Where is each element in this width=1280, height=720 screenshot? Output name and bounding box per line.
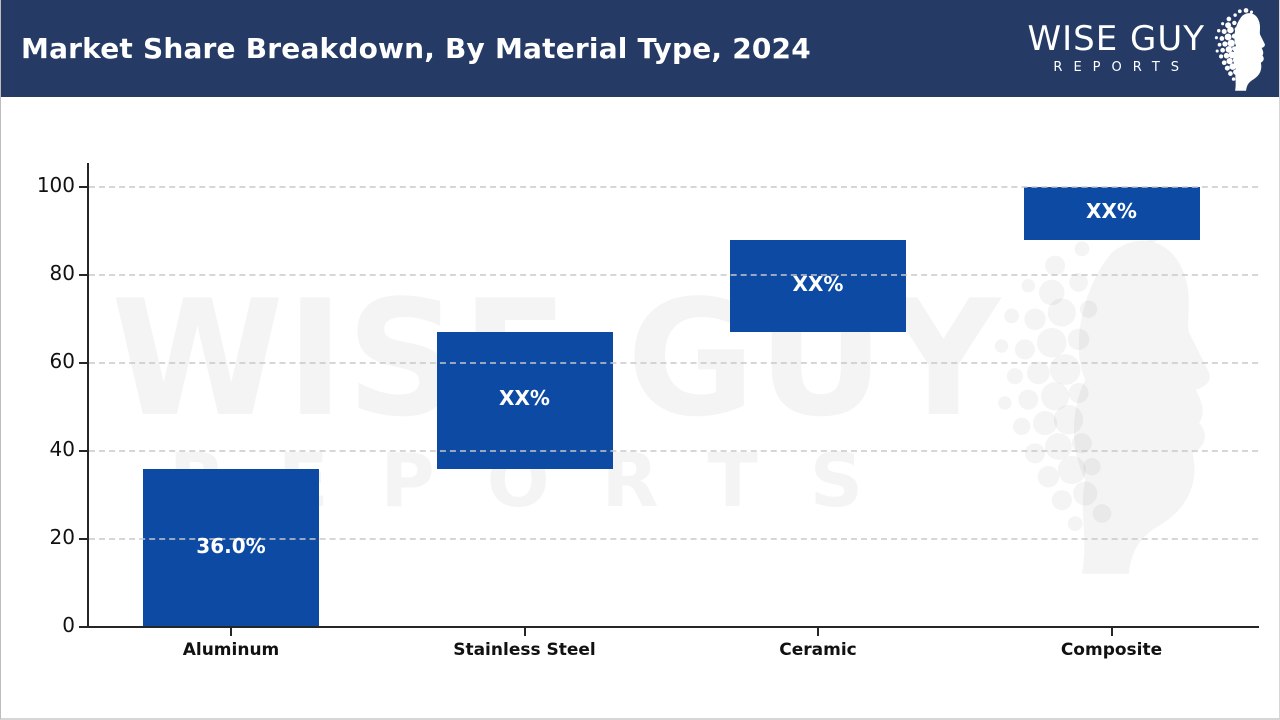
logo-brand-text: WISE GUY [1027, 19, 1205, 59]
y-axis-spine [87, 163, 89, 628]
logo-wordmark: WISE GUY REPORTS [1027, 19, 1205, 75]
bar-value-label: 36.0% [196, 533, 266, 558]
bar-value-label: XX% [499, 386, 550, 411]
gridline [89, 450, 1258, 452]
bar-composite [1023, 187, 1200, 240]
y-tick-mark [79, 450, 88, 452]
x-axis-spine [87, 626, 1259, 628]
chart: WISE GUY REPORTS 0 20 40 60 80 100 36.0% Alumin… [1, 97, 1279, 718]
gridline [89, 186, 1258, 188]
bar-value-label: XX% [1086, 199, 1137, 224]
logo: WISE GUY REPORTS [1011, 6, 1271, 92]
x-tick-mark [1110, 628, 1113, 636]
x-axis-label: Composite [1060, 640, 1163, 660]
gridline [89, 538, 1258, 540]
x-tick-mark [230, 628, 232, 636]
y-tick-label: 60 [49, 349, 75, 373]
y-tick-label: 80 [49, 261, 75, 285]
header: Market Share Breakdown, By Material Type… [1, 0, 1279, 97]
bar-stainless-steel [436, 332, 613, 469]
x-axis-label: Ceramic [779, 640, 857, 660]
y-tick-mark [79, 626, 88, 628]
bar-aluminum [143, 468, 319, 627]
y-tick-label: 20 [49, 525, 75, 549]
bar-value-label: XX% [792, 272, 844, 296]
y-tick-mark [79, 362, 88, 364]
logo-reports-text: REPORTS [1053, 59, 1191, 75]
y-tick-label: 40 [49, 437, 75, 461]
x-axis-label: Stainless Steel [453, 640, 596, 660]
y-tick-label: 0 [62, 613, 75, 637]
y-tick-label: 100 [36, 173, 75, 197]
y-tick-mark [79, 274, 88, 276]
gridline [89, 274, 1258, 276]
y-tick-mark [79, 186, 88, 188]
x-tick-mark [523, 628, 526, 636]
bar-ceramic [730, 239, 906, 333]
y-tick-mark [79, 538, 88, 540]
gridline [89, 362, 1258, 364]
page-title: Market Share Breakdown, By Material Type… [21, 32, 811, 65]
x-axis-label: Aluminum [182, 640, 280, 660]
x-tick-mark [817, 628, 819, 636]
